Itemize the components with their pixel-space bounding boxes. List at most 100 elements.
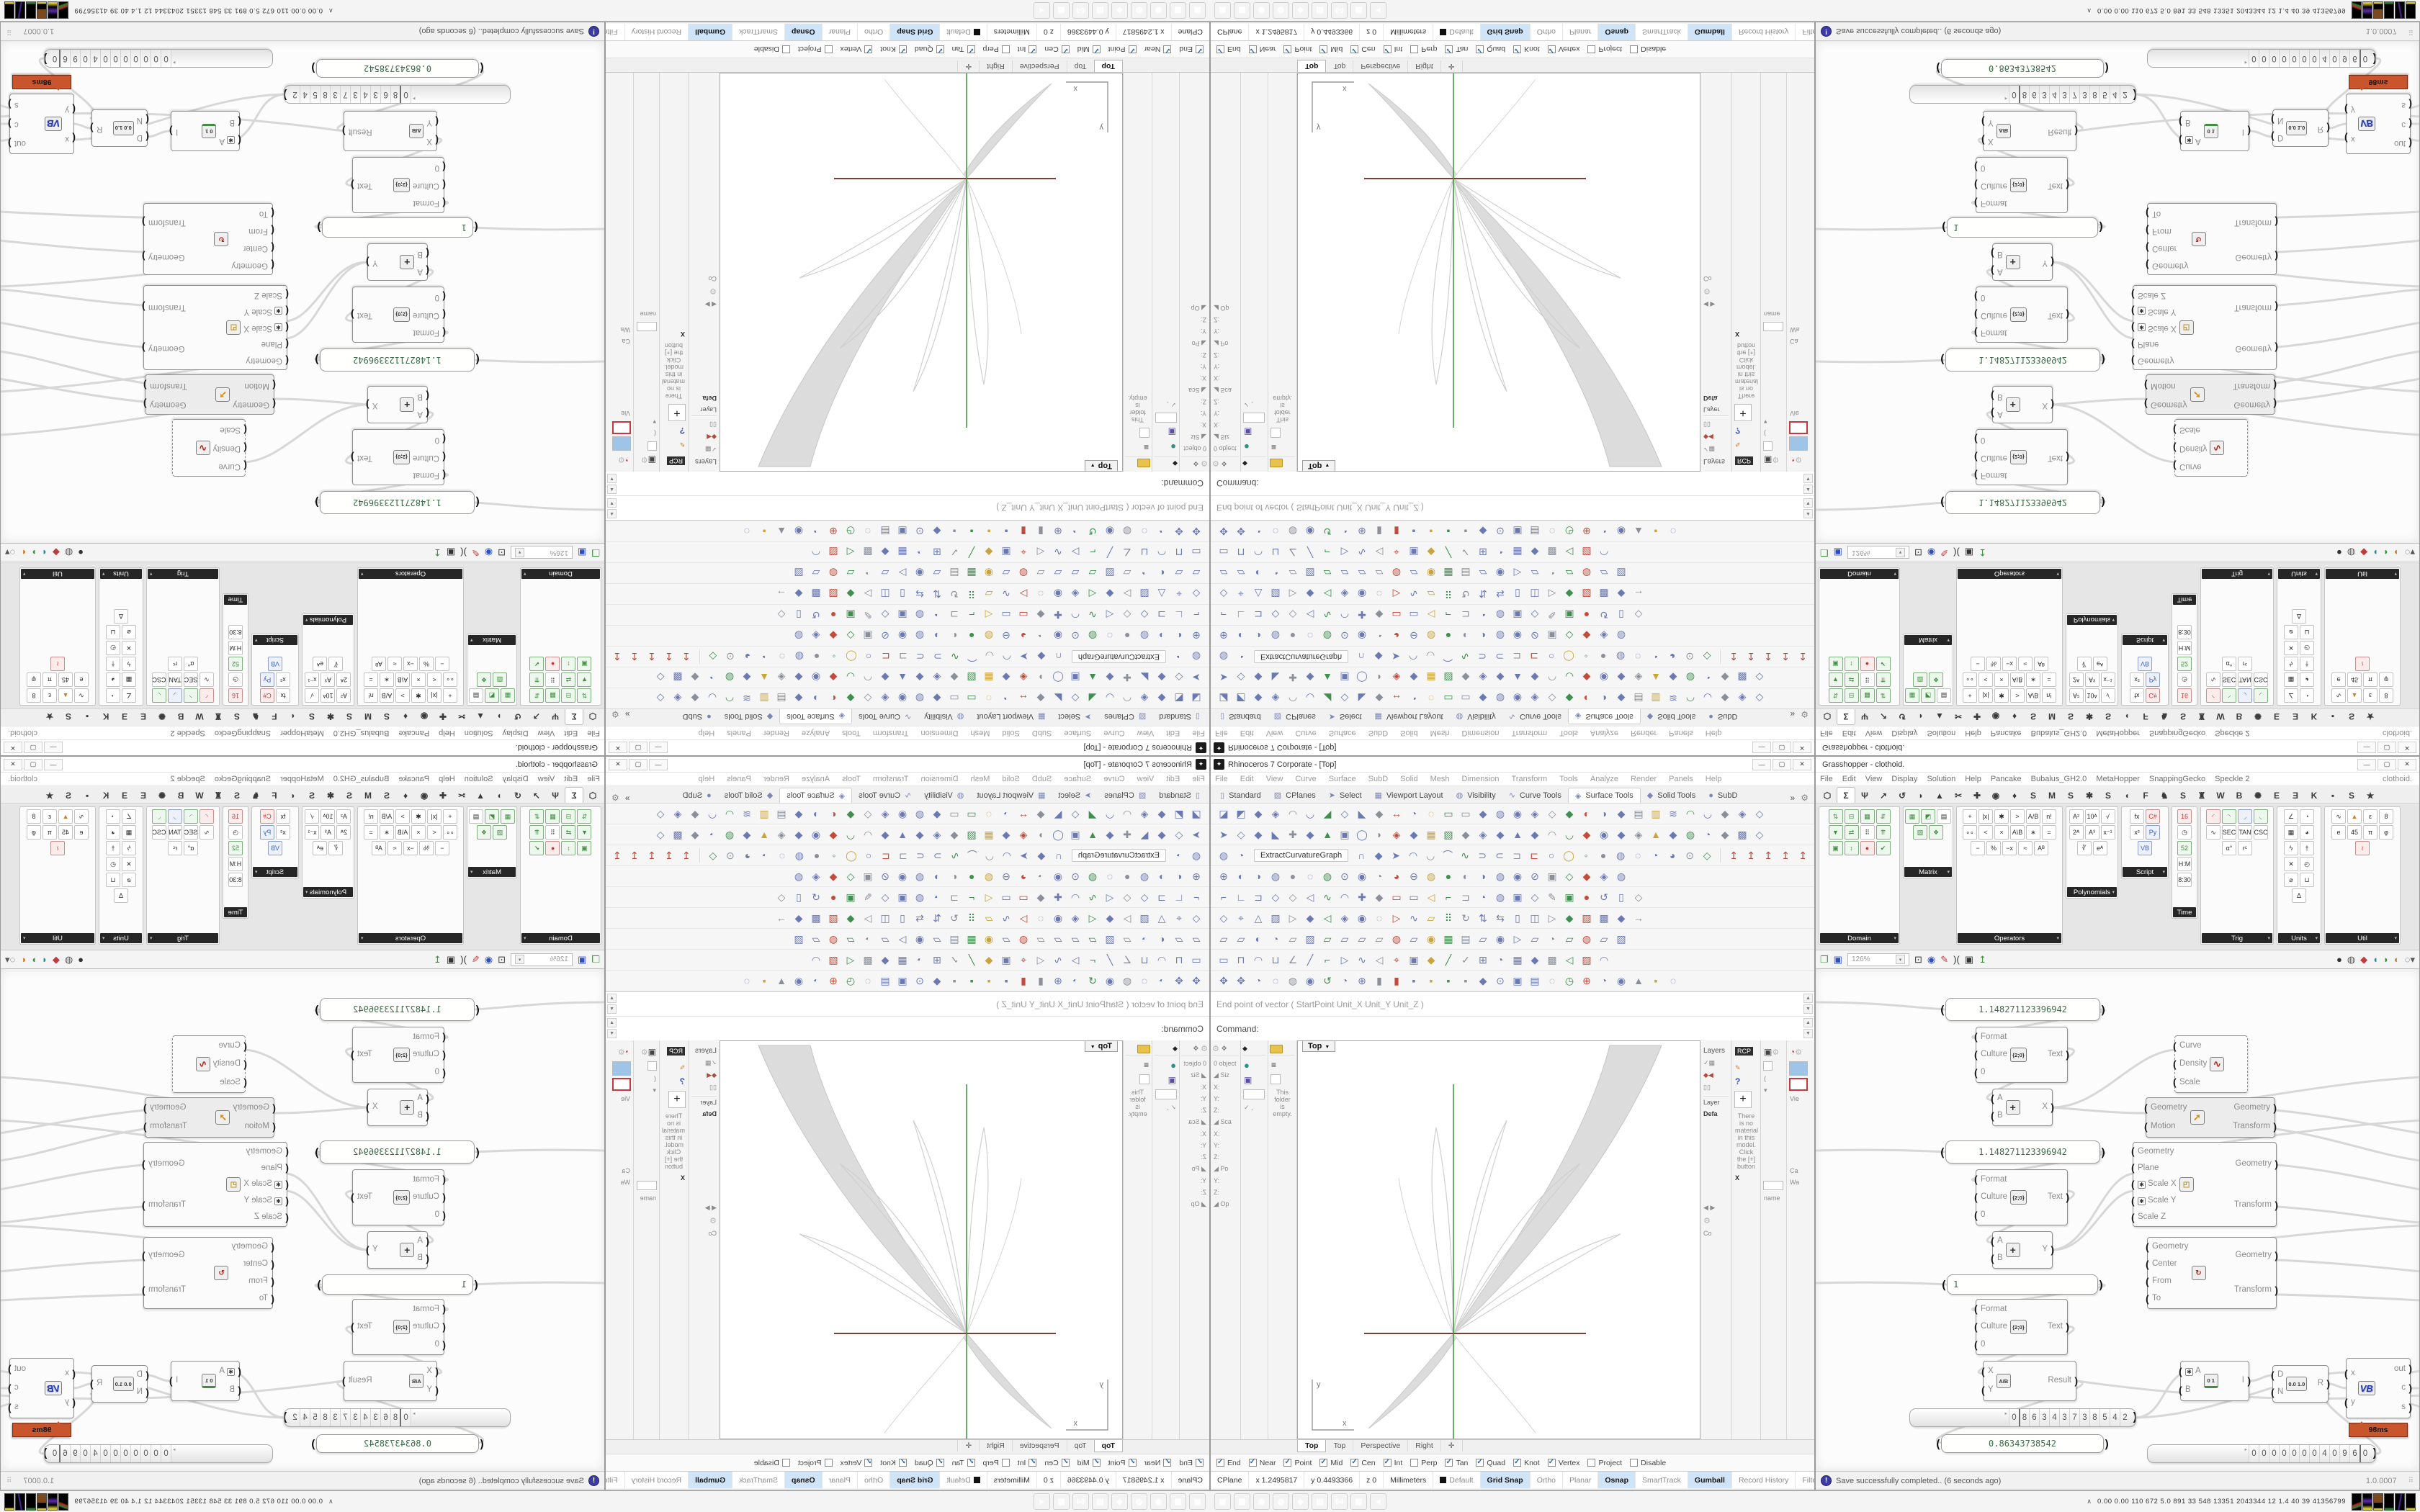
gh-format-node[interactable]: ✱Format✱Culture✱0 {2;0} Text xyxy=(352,1299,444,1355)
toolbar-icon[interactable]: ◌ xyxy=(864,526,871,537)
palette-group-footer[interactable]: Units ▾ xyxy=(100,933,142,943)
half-preview-icon[interactable]: ◐ xyxy=(20,547,27,558)
component-icon[interactable]: ✕ xyxy=(2284,641,2298,655)
toolbar-icon[interactable]: ◔ xyxy=(1158,975,1165,986)
gh-titlebar[interactable]: Grasshopper - clothoid. — ▢ ✕ xyxy=(1,739,604,755)
taskbar-app-icon[interactable]: ◉ xyxy=(1253,1493,1270,1510)
component-icon[interactable]: φ xyxy=(2379,825,2393,840)
toolbar-icon[interactable]: ◠ xyxy=(1685,807,1695,819)
name-box[interactable] xyxy=(1763,322,1783,331)
menu-item[interactable]: Curve xyxy=(1295,729,1317,737)
component-icon[interactable]: 16 xyxy=(2177,688,2192,703)
toolbar-icon[interactable]: ▮ xyxy=(1021,974,1026,986)
toolbar-icon[interactable]: ➤ xyxy=(1219,672,1228,684)
toolbar-icon[interactable]: ▨ xyxy=(1139,912,1150,924)
name-box[interactable] xyxy=(637,322,657,331)
toolbar-icon[interactable]: ◉ xyxy=(984,567,994,580)
component-icon[interactable]: 45 xyxy=(58,825,73,840)
grasshopper-cap-icon[interactable]: ◆ xyxy=(1173,460,1178,467)
toolbar-tab[interactable]: ➤ Select xyxy=(1328,712,1362,721)
node-input-port[interactable]: ✱Plane xyxy=(2138,1164,2177,1173)
toolbar-icon[interactable]: ◍ xyxy=(1392,932,1402,945)
toolbar-icon[interactable]: ◠ xyxy=(863,672,873,684)
osnap-toggle[interactable]: Int xyxy=(1383,1458,1402,1467)
viewport-tab[interactable]: Right xyxy=(1408,1440,1441,1452)
component-icon[interactable]: ∿ xyxy=(200,672,214,687)
gh-category-tab[interactable]: S xyxy=(2105,791,2111,801)
gh-curvature-graph-node[interactable]: ✱Curve✱Density✱Scale ∿ xyxy=(2174,419,2248,477)
osnap-toggle[interactable]: Point xyxy=(1283,1458,1312,1467)
toolbar-icon[interactable]: ▱ xyxy=(1002,567,1010,580)
status-segment[interactable]: CPlane xyxy=(1170,1472,1209,1488)
grasshopper-cap-icon[interactable]: ◆ xyxy=(1173,1045,1178,1052)
boxedit-field-label[interactable]: X: xyxy=(1200,374,1206,382)
slider-digit[interactable]: 4 xyxy=(2049,1409,2059,1426)
hamburger-icon[interactable]: ≡ xyxy=(1143,1060,1149,1070)
library-panel[interactable]: ≡ This folder is empty. xyxy=(1123,73,1152,472)
osnap-toggle[interactable]: Knot xyxy=(1513,1458,1540,1467)
toolbar-icon[interactable]: ◆ xyxy=(1036,693,1045,705)
component-icon[interactable]: 10ᴬ xyxy=(2084,688,2099,703)
node-input-port[interactable]: ✱Geometry xyxy=(243,1147,283,1156)
viewport-title-tab[interactable]: Top▼ xyxy=(1084,1041,1118,1052)
toolbar-icon[interactable]: ◔ xyxy=(933,891,941,903)
toolbar-icon[interactable]: ▨ xyxy=(1582,546,1592,559)
toolbar-icon[interactable]: ▦ xyxy=(984,828,994,840)
layers-panel[interactable]: Layers ✓▦ ◆◀ ▯▯ Layer Defa ◀ ▶ ⚙ Co xyxy=(1700,73,1732,472)
component-icon[interactable]: A² xyxy=(2069,688,2084,703)
toolbar-icon[interactable]: ◐ xyxy=(1237,630,1245,642)
slider-digit[interactable]: 0 xyxy=(2269,50,2279,67)
viewport-tab[interactable]: Top xyxy=(1326,60,1354,72)
toolbar-icon[interactable]: ✎ xyxy=(1548,609,1556,621)
node-output-port[interactable]: Text xyxy=(357,1050,372,1059)
toolbar-icon[interactable]: ▷ xyxy=(1340,953,1349,966)
toolbar-icon[interactable]: ◆ xyxy=(1479,974,1487,986)
component-icon[interactable]: = xyxy=(2042,672,2056,687)
toolbar-icon[interactable]: ◔ xyxy=(812,975,820,986)
gh-category-tab[interactable]: S xyxy=(309,791,315,801)
taskbar-app-icon[interactable]: 64 xyxy=(1331,2,1348,19)
layer-tools-icons[interactable]: ✓▦ xyxy=(704,446,717,453)
component-icon[interactable]: ◷ xyxy=(228,672,243,687)
component-icon[interactable]: ◷ xyxy=(228,825,243,840)
toolbar-icon[interactable]: ≋ xyxy=(1669,807,1677,819)
toolbar-icon[interactable]: ◢ xyxy=(1088,807,1097,819)
toolbar-icon[interactable]: ◆ xyxy=(1157,672,1166,684)
gh-category-tab[interactable]: ▪ xyxy=(2331,711,2335,721)
gh-category-tab[interactable]: ♦ xyxy=(403,791,408,801)
component-icon[interactable]: ◝ xyxy=(2222,809,2236,824)
osnap-toggle[interactable]: Project xyxy=(798,1459,833,1467)
toolbar-icon[interactable]: ◆ xyxy=(1721,672,1729,684)
gh-panel-node[interactable]: 1 xyxy=(1940,1274,2105,1295)
toolbar-icon[interactable]: ▲ xyxy=(1634,526,1644,537)
toolbar-icon[interactable]: ⊂ xyxy=(1495,651,1504,663)
toolbar-icon[interactable]: ▯ xyxy=(1515,588,1520,600)
osnap-toggle[interactable]: Near xyxy=(1248,1458,1276,1467)
gh-category-tab[interactable]: ⬡ xyxy=(1823,791,1832,801)
slider-digit[interactable]: 6 xyxy=(60,1445,71,1462)
toolbar-icon[interactable]: ◉ xyxy=(1426,567,1436,580)
component-icon[interactable]: 52 xyxy=(2177,657,2192,671)
gh-construct-domain-node[interactable]: ✱A✱B 0 1 I xyxy=(171,111,240,151)
component-icon[interactable]: ∘∘ xyxy=(1963,672,1977,687)
node-input-port[interactable]: ✱B xyxy=(219,117,235,127)
toolbar-icon[interactable]: ● xyxy=(1289,870,1296,882)
toolbar-icon[interactable]: ◪ xyxy=(1191,693,1201,705)
gh-addition-node[interactable]: ✱A✱B + Y xyxy=(1992,243,2053,281)
gh-addition-node[interactable]: ✱A✱B + X xyxy=(367,386,428,423)
toolbar-icon[interactable]: ▪ xyxy=(969,975,974,986)
toolbar-icon[interactable]: ➤ xyxy=(1392,849,1400,861)
toolbar-icon[interactable]: ◣ xyxy=(1271,672,1280,684)
toolbar-icon[interactable]: ◉ xyxy=(915,932,925,945)
toolbar-icon[interactable]: ◇ xyxy=(1192,912,1201,924)
node-input-port[interactable]: ✱Density xyxy=(213,1059,241,1068)
rhino-titlebar[interactable]: ✦ Rhinoceros 7 Corporate - [Top] — ▢ ✕ xyxy=(1211,739,1814,755)
toolbar-tab[interactable]: ∿ Curve Tools xyxy=(1508,791,1561,801)
node-input-port[interactable]: ✱Scale xyxy=(2179,1078,2207,1087)
component-icon[interactable]: + xyxy=(1963,688,1977,703)
gh-category-tab[interactable]: Ǝ xyxy=(122,711,128,721)
scroll-down-icon[interactable]: ▼ xyxy=(1803,498,1813,508)
red-rect-icon[interactable] xyxy=(612,421,631,434)
